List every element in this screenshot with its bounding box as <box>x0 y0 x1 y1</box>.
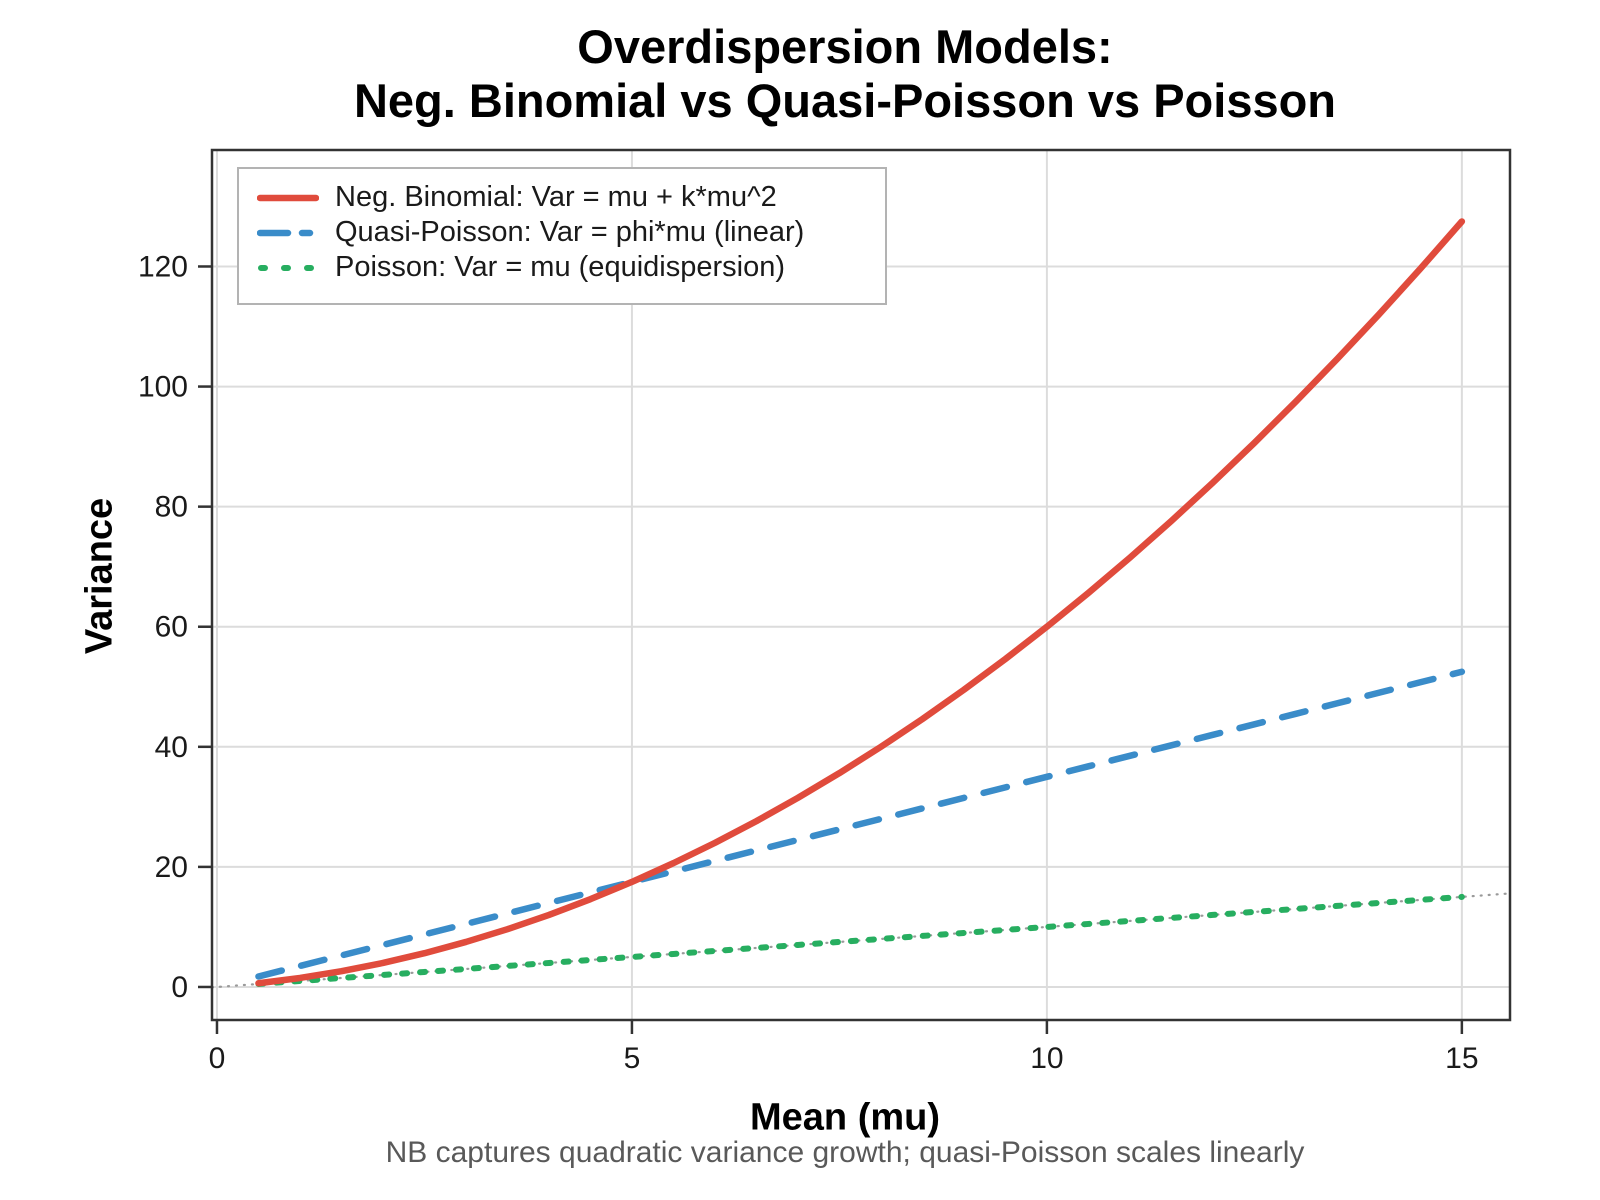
legend-item-label: Quasi-Poisson: Var = phi*mu (linear) <box>335 216 805 248</box>
tick-label-x: 0 <box>209 1042 226 1075</box>
legend-item: Poisson: Var = mu (equidispersion) <box>257 250 885 285</box>
tick-label-y: 40 <box>155 731 188 764</box>
reference-line-identity <box>210 892 1512 989</box>
y-axis-label: Variance <box>78 497 121 655</box>
tick-label-y: 20 <box>155 851 188 884</box>
chart-title-line2: Neg. Binomial vs Quasi-Poisson vs Poisso… <box>353 74 1337 127</box>
legend-item-label: Poisson: Var = mu (equidispersion) <box>335 251 785 283</box>
figure-caption: NB captures quadratic variance growth; q… <box>385 1136 1305 1169</box>
legend-swatch-dotted-icon <box>258 264 319 271</box>
tick-label-y: 100 <box>138 371 188 404</box>
tick-label-y: 0 <box>171 971 188 1004</box>
legend-swatch-solid-icon <box>257 194 319 201</box>
legend-item: Quasi-Poisson: Var = phi*mu (linear) <box>257 215 885 250</box>
series-solid <box>255 218 1466 987</box>
series-dotted <box>255 893 1465 987</box>
chart-title-line1: Overdispersion Models: <box>577 20 1113 73</box>
x-axis-label: Mean (mu) <box>750 1096 940 1139</box>
chart-title: Overdispersion Models: Neg. Binomial vs … <box>190 20 1500 128</box>
tick-label-y: 60 <box>155 611 188 644</box>
legend-item-label: Neg. Binomial: Var = mu + k*mu^2 <box>335 181 777 213</box>
tick-label-x: 5 <box>624 1042 641 1075</box>
tick-label-y: 80 <box>155 491 188 524</box>
legend-swatch-dashed-icon <box>257 229 319 236</box>
legend: Neg. Binomial: Var = mu + k*mu^2 Quasi-Po… <box>237 167 887 305</box>
tick-label-y: 120 <box>138 250 188 283</box>
tick-label-x: 10 <box>1030 1042 1063 1075</box>
series-dashed <box>255 668 1466 980</box>
legend-item: Neg. Binomial: Var = mu + k*mu^2 <box>257 180 885 215</box>
panel-border <box>210 148 1512 1022</box>
tick-label-x: 15 <box>1445 1042 1478 1075</box>
